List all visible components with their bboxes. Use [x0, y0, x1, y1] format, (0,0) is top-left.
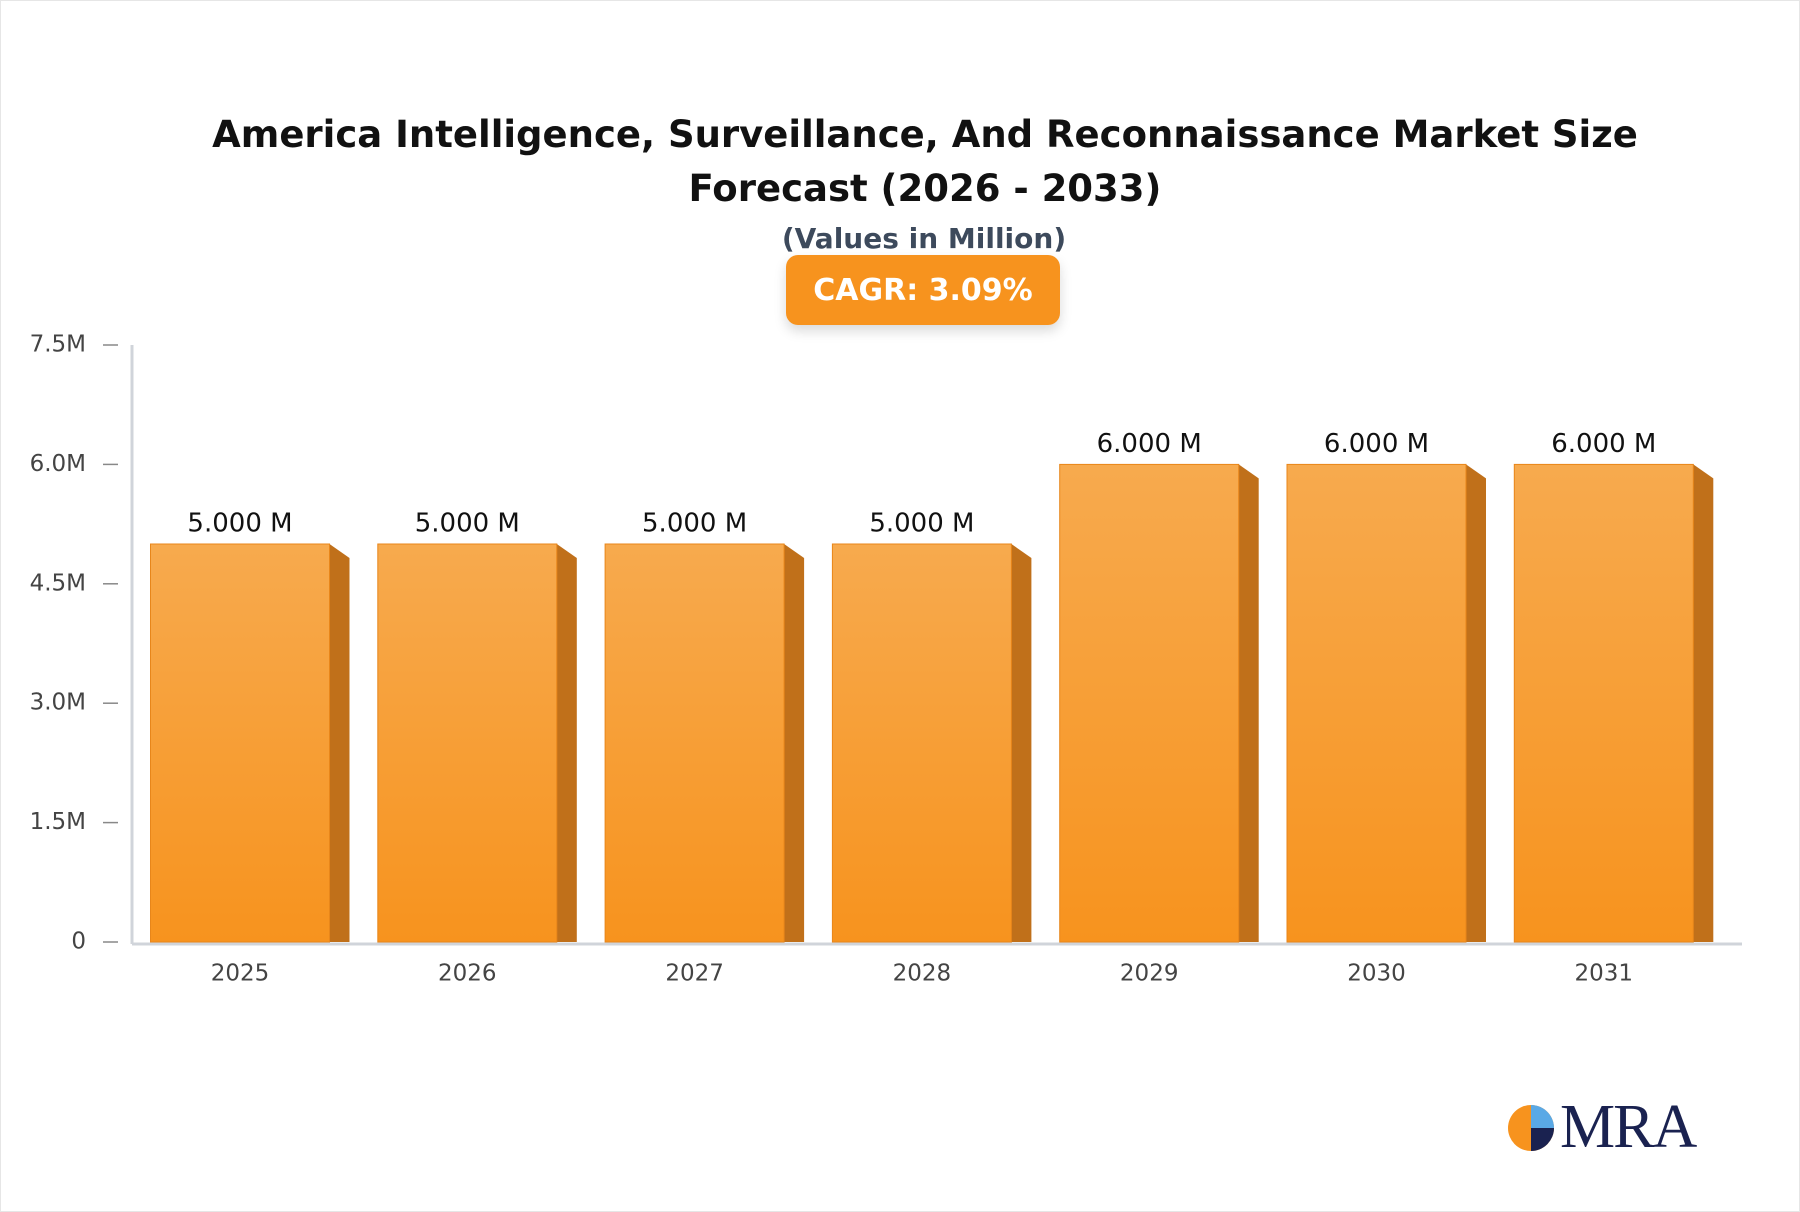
value-label: 6.000 M — [1097, 429, 1202, 459]
y-tick-label: 4.5M — [30, 570, 86, 596]
value-label: 6.000 M — [1551, 429, 1656, 459]
logo-icon — [1508, 1104, 1554, 1151]
bar-side — [329, 544, 350, 942]
bar — [604, 543, 785, 943]
x-tick-label: 2031 — [1575, 961, 1634, 987]
logo-text: MRA — [1560, 1093, 1697, 1161]
value-label: 5.000 M — [187, 509, 292, 539]
x-tick-label: 2028 — [893, 961, 952, 987]
chart-title: America Intelligence, Surveillance, And … — [212, 113, 1638, 210]
bar — [1286, 463, 1467, 943]
x-tick-label: 2027 — [665, 961, 724, 987]
cagr-badge: CAGR: 3.09% — [786, 255, 1060, 325]
logo: MRA — [1506, 1092, 1697, 1163]
x-tick-label: 2025 — [211, 961, 270, 987]
chart-subtitle: (Values in Million) — [781, 222, 1067, 255]
bar-side — [1693, 464, 1714, 942]
bar — [1513, 463, 1694, 943]
y-tick-label: 6.0M — [30, 451, 86, 477]
bar-side — [1238, 464, 1259, 942]
bar — [377, 543, 558, 943]
value-label: 5.000 M — [415, 509, 520, 539]
value-label: 6.000 M — [1324, 429, 1429, 459]
y-tick-label: 1.5M — [30, 809, 86, 835]
bar — [150, 543, 330, 943]
y-tick-label: 3.0M — [30, 690, 86, 716]
bar-side — [784, 544, 805, 942]
bar-side — [1011, 544, 1032, 942]
y-tick-label: 7.5M — [30, 332, 86, 358]
y-tick-label: 0 — [71, 929, 86, 955]
x-tick-label: 2029 — [1120, 961, 1179, 987]
x-tick-label: 2030 — [1347, 961, 1406, 987]
x-tick-label: 2026 — [438, 961, 497, 987]
bar-side — [556, 544, 577, 942]
value-label: 5.000 M — [642, 509, 747, 539]
bar — [831, 543, 1012, 943]
value-label: 5.000 M — [869, 509, 974, 539]
bar — [1059, 463, 1240, 943]
bar-side — [1466, 464, 1486, 942]
